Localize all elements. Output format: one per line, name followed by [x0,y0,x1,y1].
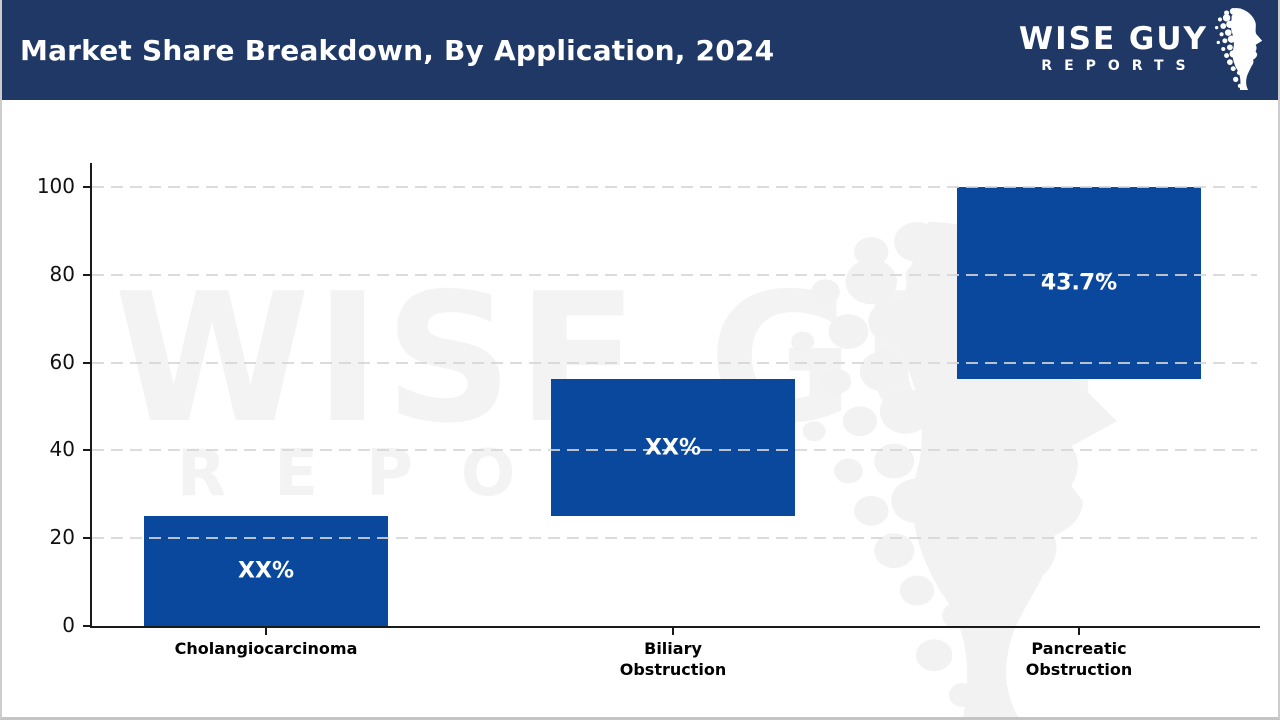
y-axis-tick [83,361,90,364]
y-axis-tick [83,449,90,452]
y-axis-tick-label: 60 [49,349,75,374]
logo-face-icon [1214,8,1263,90]
logo-line1: WISE GUY [1018,21,1208,57]
gridline [92,361,1257,364]
y-axis-tick [83,625,90,627]
category-label-line: Obstruction [619,660,727,679]
x-axis-tick [672,628,674,635]
category-label: Biliary Obstruction [620,638,727,680]
bar-value-label: XX% [238,558,294,584]
y-axis-tick [83,273,90,276]
gridline [92,537,1257,540]
y-axis-tick [83,186,90,188]
bar [957,187,1201,379]
gridline [92,449,1257,452]
bar [551,378,795,517]
bar-value-label: 43.7% [1040,270,1118,296]
category-label: Pancreatic Obstruction [1026,638,1133,680]
wise-guy-logo: WISE GUY REPORTS [1010,0,1270,100]
logo-text: WISE GUY REPORTS [1019,22,1208,76]
category-label-line: Cholangiocarcinoma [174,639,358,658]
x-axis-line [90,626,1260,628]
gridline [92,186,1257,188]
bar-value-label: XX% [645,435,701,461]
chart-title: Market Share Breakdown, By Application, … [20,33,775,67]
y-axis-tick-label: 80 [49,261,75,286]
logo-line2: REPORTS [1041,58,1198,74]
y-axis-tick-label: 100 [36,174,75,198]
y-axis-tick-label: 0 [62,613,75,637]
y-axis-tick-label: 40 [49,437,75,462]
bar [144,516,388,626]
x-axis-tick [265,628,267,635]
header: Market Share Breakdown, By Application, … [2,0,1278,100]
gridline [92,273,1257,276]
category-label: Cholangiocarcinoma [175,638,358,659]
category-label-line: Pancreatic [1031,639,1127,658]
x-axis-tick [1078,628,1080,635]
y-axis-line [90,163,92,628]
category-label-line: Biliary [644,639,702,658]
category-label-line: Obstruction [1025,660,1133,679]
y-axis-tick-label: 20 [49,525,75,550]
y-axis-tick [83,537,90,540]
